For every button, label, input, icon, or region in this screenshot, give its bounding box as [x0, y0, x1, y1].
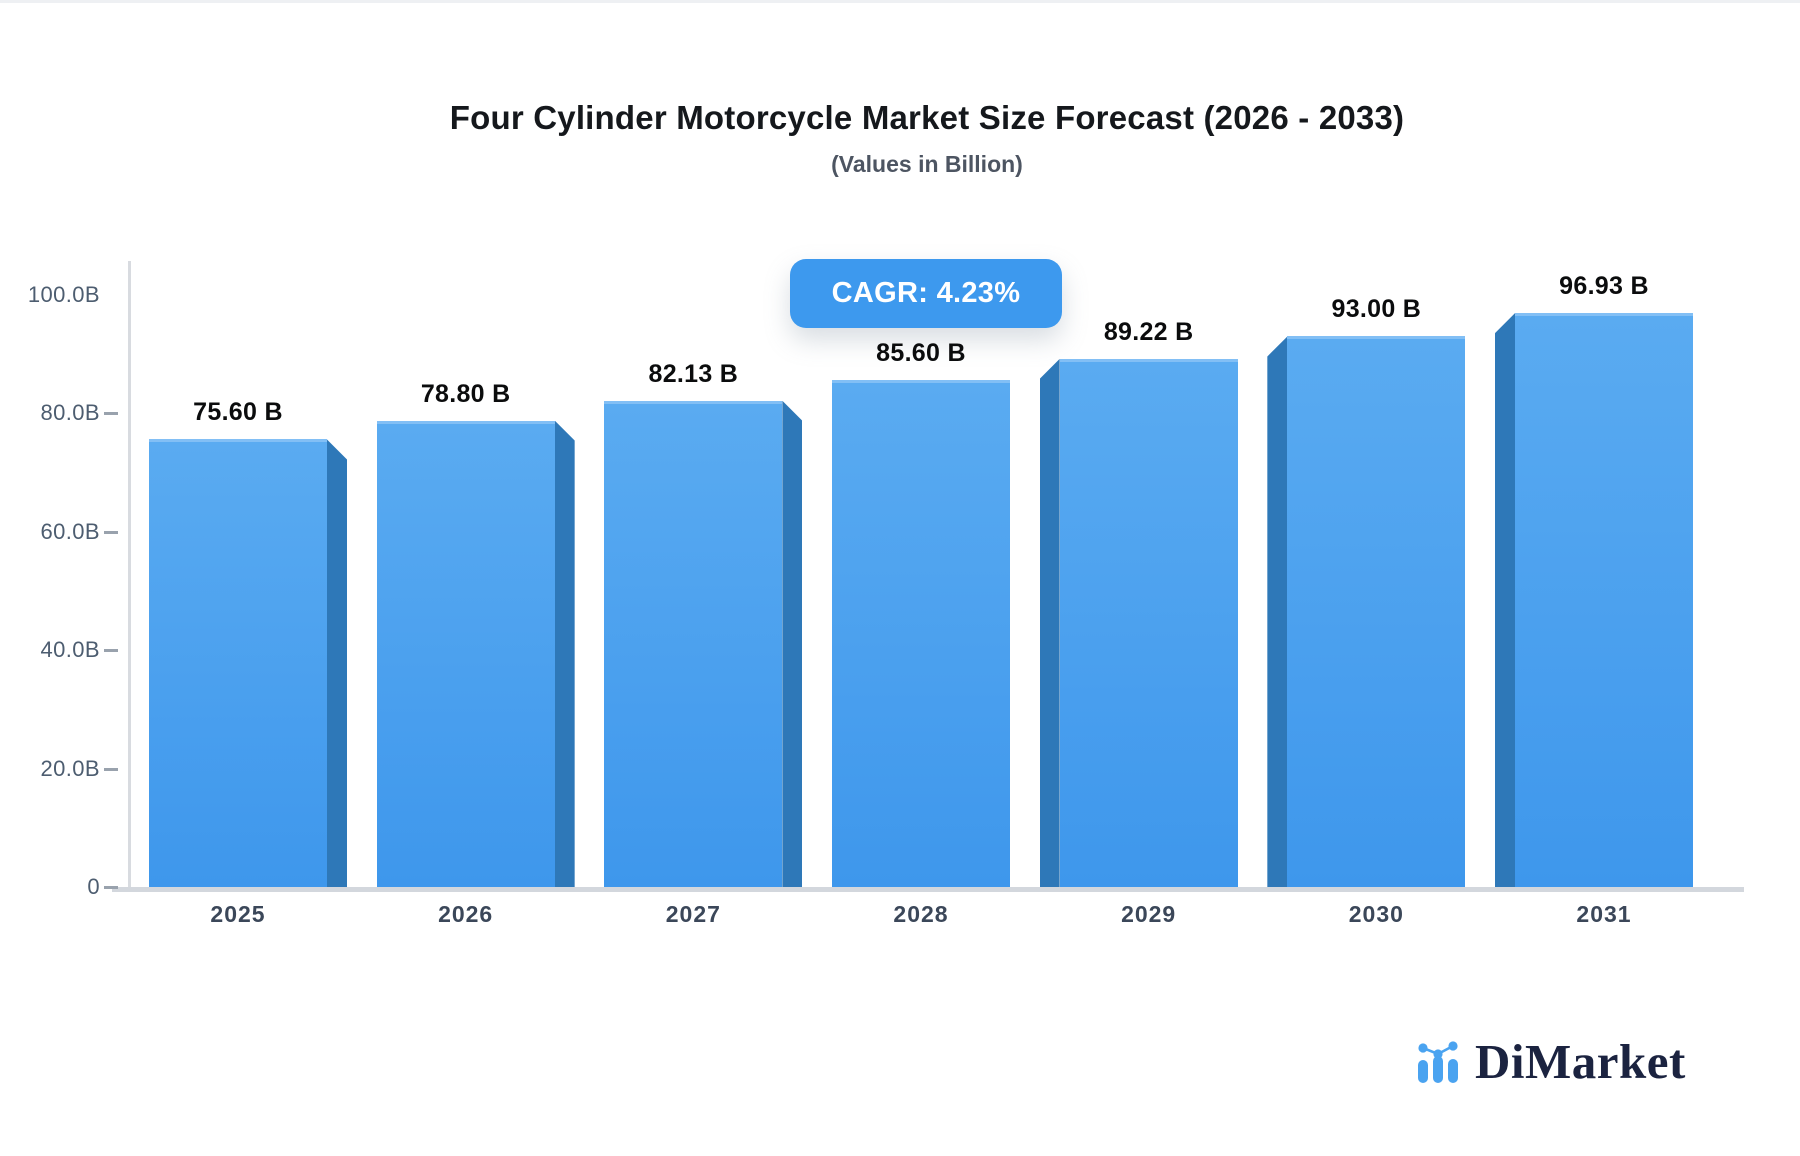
bar-value-label: 89.22 B: [1103, 317, 1194, 346]
y-axis-tick-label: 60.0B: [40, 518, 100, 544]
bar-face: [149, 439, 327, 887]
y-axis-tick-mark: [104, 412, 118, 416]
x-axis-tick-label: 2029: [1121, 901, 1177, 927]
x-axis-tick-label: 2027: [665, 901, 721, 927]
y-axis-tick-mark: [104, 649, 118, 653]
bar-face: [376, 420, 555, 887]
y-axis-tick-mark: [104, 530, 118, 534]
x-axis-baseline: [112, 887, 1744, 892]
y-axis-tick-mark: [104, 886, 118, 889]
x-axis-tick-label: 2026: [438, 901, 494, 927]
x-axis-tick-label: 2025: [210, 901, 266, 927]
bar-2025[interactable]: [149, 439, 347, 887]
bar-face: [1515, 313, 1693, 887]
x-axis-tick-label: 2031: [1576, 901, 1632, 927]
bar-2031[interactable]: [1495, 313, 1693, 887]
bar-value-label: 85.60 B: [876, 339, 966, 368]
chart-subtitle: (Values in Billion): [831, 151, 1023, 177]
y-axis-tick-label: 20.0B: [40, 755, 100, 781]
y-axis-tick-label: 40.0B: [40, 637, 100, 663]
bar-face: [604, 400, 783, 887]
bar-2027[interactable]: [604, 400, 803, 887]
bar-2030[interactable]: [1267, 336, 1466, 887]
bar-2026[interactable]: [376, 420, 575, 887]
y-axis-line: [128, 261, 131, 891]
bar-3d-bevel: [1039, 358, 1060, 887]
bar-3d-bevel: [782, 400, 803, 887]
bar-2029[interactable]: [1039, 358, 1238, 887]
bar-3d-bevel: [554, 420, 575, 887]
y-axis-tick-label: 100.0B: [27, 282, 100, 307]
bar-value-label: 93.00 B: [1331, 295, 1422, 324]
bar-2028[interactable]: [832, 380, 1010, 887]
bar-line-chart-icon: [1418, 1041, 1458, 1083]
bar-face: [832, 380, 1010, 887]
bar-face: [1059, 358, 1238, 887]
y-axis-tick-label: 80.0B: [40, 400, 100, 426]
cagr-badge: CAGR: 4.23%: [790, 259, 1062, 328]
bar-value-label: 78.80 B: [420, 379, 511, 408]
x-axis-tick-label: 2030: [1348, 901, 1404, 927]
cagr-badge-label: CAGR: 4.23%: [831, 277, 1021, 309]
bar-3d-bevel: [1267, 336, 1288, 887]
y-axis-tick-mark: [104, 767, 118, 771]
bar-value-label: 82.13 B: [648, 359, 739, 388]
bar-3d-bevel: [1495, 313, 1515, 887]
x-axis-tick-label: 2028: [893, 901, 949, 927]
bar-face: [1287, 336, 1466, 887]
bar-3d-bevel: [327, 439, 347, 887]
logo-text: DiMarket: [1475, 1034, 1686, 1089]
dimarket-logo: DiMarket: [1416, 1034, 1686, 1089]
y-axis-tick-label: 0: [87, 874, 100, 899]
bar-value-label: 96.93 B: [1559, 272, 1649, 301]
bar-value-label: 75.60 B: [193, 398, 283, 427]
chart-title: Four Cylinder Motorcycle Market Size For…: [449, 99, 1405, 136]
